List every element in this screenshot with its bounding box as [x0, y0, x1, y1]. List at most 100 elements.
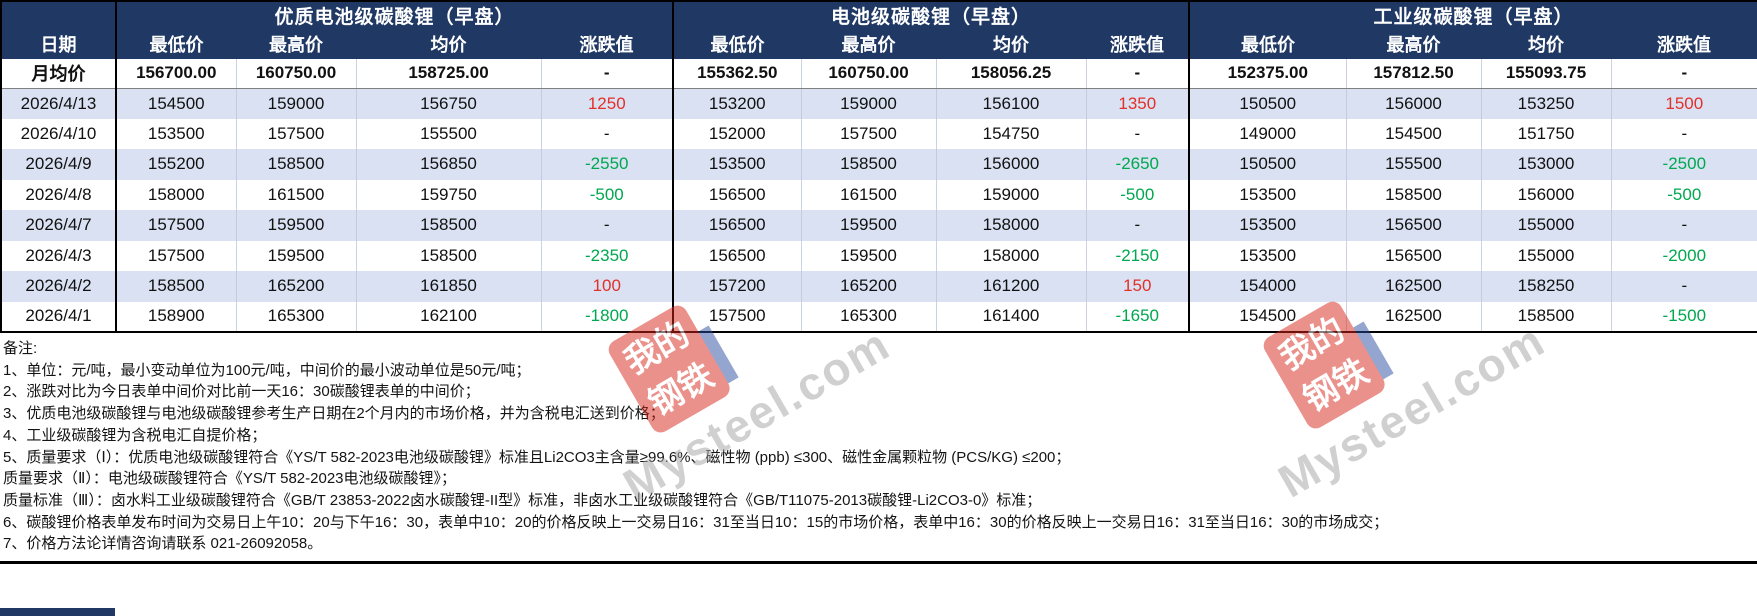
min-price-cell: 153500 [672, 149, 802, 180]
max-price-cell: 154500 [1345, 118, 1482, 149]
table-row: 2026/4/3 157500 159500 158500 -2350 1565… [1, 240, 1757, 271]
max-price-cell: 159500 [235, 210, 356, 241]
min-price-cell: 154500 [115, 88, 236, 119]
avg-price-cell: 154750 [935, 118, 1087, 149]
min-price-cell: 156500 [672, 179, 802, 210]
max-price-cell: 160750.00 [235, 59, 356, 89]
date-cell: 2026/4/2 [1, 271, 116, 302]
change-cell: 1350 [1085, 88, 1190, 119]
date-cell: 2026/4/9 [1, 149, 116, 180]
note-line: 6、碳酸锂价格表单发布时间为交易日上午10：20与下午16：30，表单中10：2… [3, 513, 1389, 531]
min-price-cell: 150500 [1188, 149, 1347, 180]
max-price-cell: 156000 [1345, 88, 1482, 119]
avg-price-cell: 156100 [935, 88, 1087, 119]
change-cell: - [1610, 271, 1757, 302]
avg-price-cell: 158500 [355, 240, 541, 271]
monthly-average-row: 月均价 156700.00 160750.00 158725.00 - 1553… [1, 59, 1757, 89]
avg-price-cell: 155500 [355, 118, 541, 149]
change-cell: -2650 [1085, 149, 1190, 180]
max-price-cell: 165300 [800, 301, 937, 332]
max-price-header: 最高价 [1346, 29, 1482, 59]
change-cell: 150 [1085, 271, 1190, 302]
min-price-cell: 158900 [115, 301, 236, 332]
max-price-cell: 165200 [235, 271, 356, 302]
date-cell: 2026/4/13 [1, 88, 116, 119]
avg-price-cell: 161400 [935, 301, 1087, 332]
change-cell: - [1610, 59, 1757, 89]
change-cell: -2000 [1610, 240, 1757, 271]
change-cell: - [1610, 210, 1757, 241]
min-price-cell: 153500 [1188, 210, 1347, 241]
avg-price-cell: 159000 [935, 179, 1087, 210]
table-row: 2026/4/10 153500 157500 155500 - 152000 … [1, 118, 1757, 149]
max-price-cell: 160750.00 [800, 59, 937, 89]
avg-price-header: 均价 [936, 29, 1087, 59]
date-cell: 2026/4/8 [1, 179, 116, 210]
avg-price-cell: 158000 [935, 240, 1087, 271]
note-line: 质量标准（Ⅲ）：卤水料工业级碳酸锂符合《GB/T 23853-2022卤水碳酸锂… [3, 491, 1042, 509]
avg-price-cell: 158725.00 [355, 59, 541, 89]
avg-price-header: 均价 [356, 29, 541, 59]
max-price-cell: 162500 [1345, 301, 1482, 332]
max-price-cell: 156500 [1345, 240, 1482, 271]
note-line: 1、单位：元/吨，最小变动单位为100元/吨，中间价的最小波动单位是50元/吨； [3, 361, 531, 379]
max-price-cell: 159500 [800, 240, 937, 271]
min-price-cell: 153500 [1188, 179, 1347, 210]
avg-price-cell: 161200 [935, 271, 1087, 302]
note-line: 3、优质电池级碳酸锂与电池级碳酸锂参考生产日期在2个月内的市场价格，并为含税电汇… [3, 405, 665, 423]
min-price-header: 最低价 [672, 29, 802, 59]
max-price-header: 最高价 [801, 29, 937, 59]
change-cell: -2500 [1610, 149, 1757, 180]
notes-title: 备注: [3, 340, 38, 357]
change-cell: -500 [540, 179, 674, 210]
date-cell: 2026/4/1 [1, 301, 116, 332]
date-cell: 2026/4/10 [1, 118, 116, 149]
avg-price-cell: 158500 [355, 210, 541, 241]
min-price-cell: 155362.50 [672, 59, 802, 89]
min-price-cell: 153500 [115, 118, 236, 149]
min-price-cell: 153200 [672, 88, 802, 119]
table-row: 2026/4/9 155200 158500 156850 -2550 1535… [1, 149, 1757, 180]
max-price-cell: 158500 [1345, 179, 1482, 210]
avg-price-cell: 155093.75 [1480, 59, 1612, 89]
max-price-cell: 165200 [800, 271, 937, 302]
date-column-header: 日期 [1, 29, 116, 59]
max-price-cell: 165300 [235, 301, 356, 332]
max-price-cell: 161500 [800, 179, 937, 210]
avg-price-cell: 158056.25 [935, 59, 1087, 89]
min-price-cell: 154000 [1188, 271, 1347, 302]
min-price-cell: 153500 [1188, 240, 1347, 271]
min-price-cell: 157500 [115, 240, 236, 271]
note-line: 7、价格方法论详情咨询请联系 021-26092058。 [3, 535, 323, 553]
min-price-cell: 157500 [115, 210, 236, 241]
min-price-cell: 157500 [672, 301, 802, 332]
table-row: 2026/4/8 158000 161500 159750 -500 15650… [1, 179, 1757, 210]
section-title-industrial-grade: 工业级碳酸锂（早盘） [1188, 1, 1757, 29]
change-cell: - [1085, 59, 1190, 89]
max-price-cell: 158500 [235, 149, 356, 180]
avg-price-cell: 156000 [935, 149, 1087, 180]
max-price-cell: 157812.50 [1345, 59, 1482, 89]
max-price-cell: 158500 [800, 149, 937, 180]
date-cell: 2026/4/7 [1, 210, 116, 241]
avg-price-cell: 158000 [935, 210, 1087, 241]
avg-price-cell: 156850 [355, 149, 541, 180]
change-cell: 1500 [1610, 88, 1757, 119]
min-price-cell: 156700.00 [115, 59, 236, 89]
change-cell: -2350 [540, 240, 674, 271]
avg-price-cell: 153250 [1480, 88, 1612, 119]
max-price-cell: 162500 [1345, 271, 1482, 302]
lithium-carbonate-price-table: 优质电池级碳酸锂（早盘） 电池级碳酸锂（早盘） 工业级碳酸锂（早盘） 日期 最低… [0, 0, 1757, 333]
change-cell: - [1610, 118, 1757, 149]
change-cell: -500 [1085, 179, 1190, 210]
change-header: 涨跌值 [1086, 29, 1190, 59]
avg-price-cell: 158500 [1480, 301, 1612, 332]
table-header: 优质电池级碳酸锂（早盘） 电池级碳酸锂（早盘） 工业级碳酸锂（早盘） 日期 最低… [1, 1, 1757, 59]
avg-price-cell: 156000 [1480, 179, 1612, 210]
change-cell: -500 [1610, 179, 1757, 210]
max-price-cell: 159000 [800, 88, 937, 119]
section-title-row: 优质电池级碳酸锂（早盘） 电池级碳酸锂（早盘） 工业级碳酸锂（早盘） [1, 1, 1757, 29]
table-body: 月均价 156700.00 160750.00 158725.00 - 1553… [1, 59, 1757, 332]
avg-price-cell: 161850 [355, 271, 541, 302]
note-line: 5、质量要求（Ⅰ）：优质电池级碳酸锂符合《YS/T 582-2023电池级碳酸锂… [3, 448, 1071, 466]
